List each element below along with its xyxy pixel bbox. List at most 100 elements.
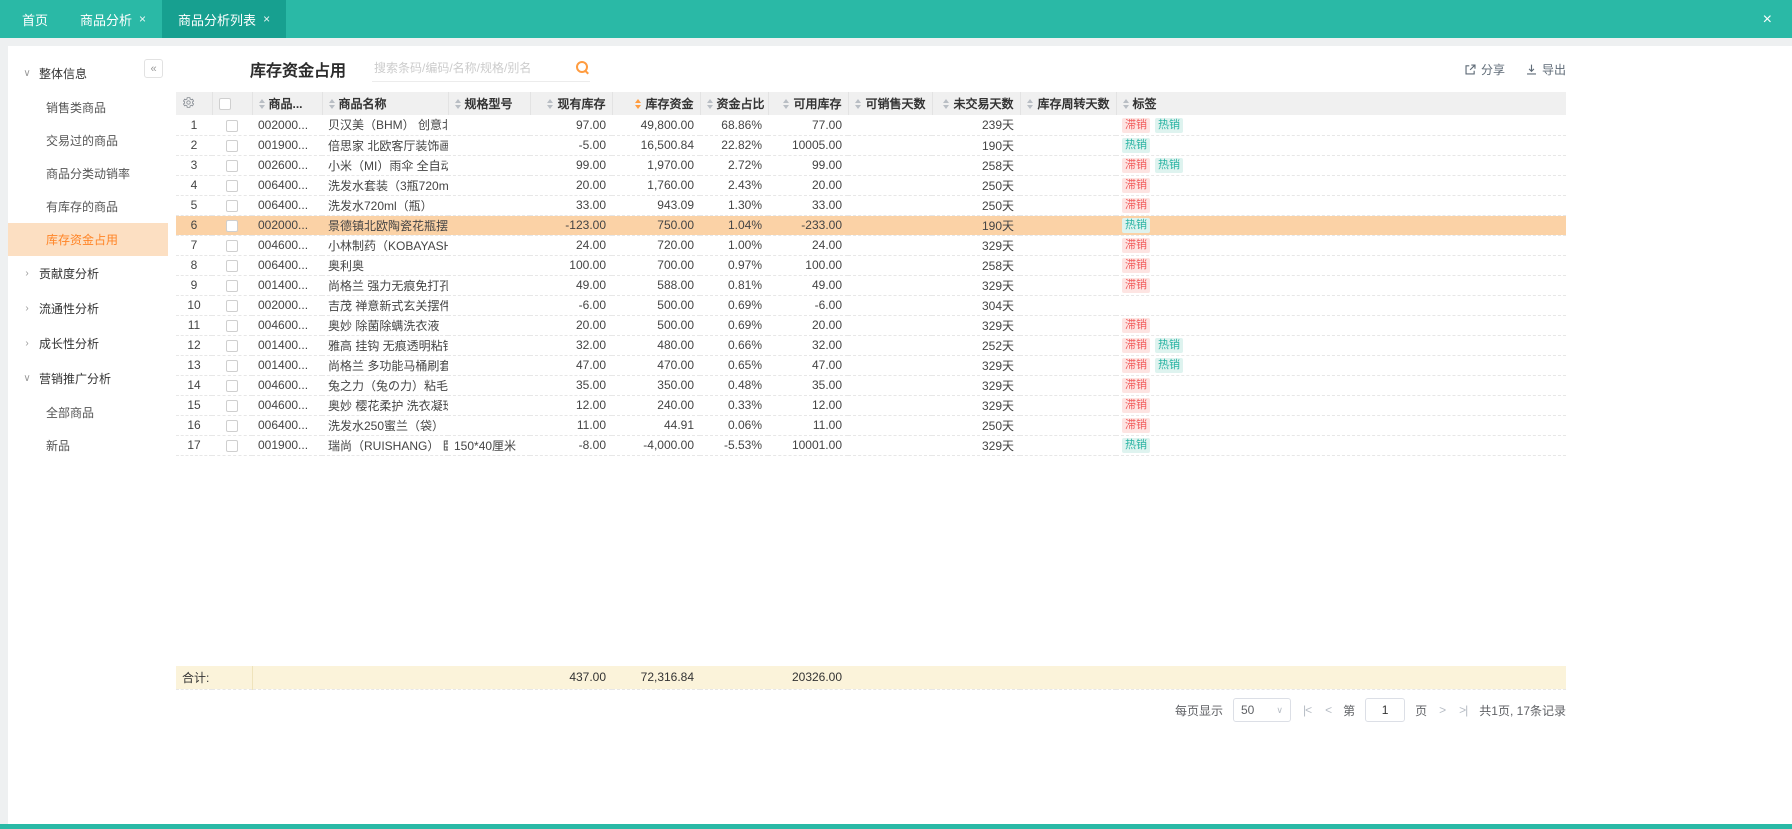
sidebar-item[interactable]: 全部商品	[46, 406, 95, 420]
table-row[interactable]: 8 006400... 奥利奥 100.00 700.00 0.97% 100.00 258天…	[176, 255, 1566, 276]
column-header[interactable]: 商品...	[252, 92, 323, 115]
table-row[interactable]: 5 006400... 洗发水720ml（瓶） 33.00 943.09 1.30% 33.…	[176, 195, 1566, 216]
sidebar-section[interactable]: ∨ 营销推广分析	[8, 361, 168, 396]
table-row[interactable]: 4006400...洗发水套装（3瓶720ml+1瓶20.001,760.002…	[176, 175, 1566, 196]
row-checkbox[interactable]	[226, 139, 238, 152]
sidebar-item[interactable]: 交易过的商品	[46, 134, 119, 148]
sort-icon[interactable]	[783, 99, 790, 109]
next-page-button[interactable]: >	[1439, 703, 1446, 717]
sidebar-section[interactable]: › 成长性分析	[8, 326, 168, 361]
row-checkbox[interactable]	[226, 219, 238, 232]
sort-icon[interactable]	[258, 99, 265, 109]
prev-page-button[interactable]: <	[1325, 703, 1332, 717]
column-header[interactable]: 可销售天数	[848, 92, 933, 115]
table-row[interactable]: 2 001900...倍思家 北欧客厅装饰画卧室 -5.0016,500.8422.…	[176, 135, 1566, 156]
sort-icon[interactable]	[706, 99, 713, 109]
column-header[interactable]: 资金占比	[700, 92, 769, 115]
row-index: 7	[176, 235, 212, 256]
column-header[interactable]: 库存周转天数	[1020, 92, 1117, 115]
row-checkbox[interactable]	[226, 399, 238, 412]
column-header[interactable]: 现有库存	[530, 92, 613, 115]
row-checkbox[interactable]	[226, 359, 238, 372]
row-index: 13	[176, 355, 212, 376]
tab-close-icon[interactable]: ×	[263, 12, 271, 26]
product-spec	[448, 335, 530, 356]
row-checkbox[interactable]	[226, 279, 238, 292]
row-checkbox[interactable]	[226, 419, 238, 432]
available-stock: 99.00	[768, 155, 848, 176]
column-header[interactable]: 库存资金	[612, 92, 701, 115]
sort-icon[interactable]	[547, 99, 554, 109]
sort-icon[interactable]	[855, 99, 862, 109]
sidebar-item[interactable]: 商品分类动销率	[46, 167, 131, 181]
sidebar-section[interactable]: ∨ 整体信息	[8, 56, 168, 91]
tab-3[interactable]: 商品分析列表 ×	[162, 0, 287, 38]
row-checkbox[interactable]	[226, 239, 238, 252]
row-checkbox[interactable]	[226, 179, 238, 192]
sidebar-item[interactable]: 新品	[46, 439, 71, 453]
column-header[interactable]: 未交易天数	[932, 92, 1021, 115]
column-header[interactable]: 规格型号	[448, 92, 531, 115]
product-code: 006400...	[252, 415, 322, 436]
row-checkbox[interactable]	[226, 439, 238, 452]
page-suffix-label: 页	[1415, 703, 1428, 718]
column-header-label: 现有库存	[557, 97, 606, 111]
export-button[interactable]: 导出	[1525, 61, 1566, 78]
last-page-button[interactable]: >|	[1459, 703, 1468, 717]
row-checkbox[interactable]	[226, 259, 238, 272]
page-input[interactable]	[1365, 698, 1406, 722]
sidebar-item[interactable]: 销售类商品	[46, 101, 107, 115]
share-button[interactable]: 分享	[1464, 61, 1505, 78]
sidebar-item[interactable]: 库存资金占用	[8, 223, 168, 256]
table-row[interactable]: 14004600...兔之力（兔の力）粘毛器粘35.00350.000.48%3…	[176, 375, 1566, 396]
select-all-checkbox[interactable]	[218, 98, 231, 111]
per-page-select[interactable]: 50 ∨	[1232, 698, 1291, 722]
sort-icon[interactable]	[454, 99, 461, 109]
tab-close-icon[interactable]: ×	[139, 12, 147, 26]
chevron-right-icon: ›	[25, 338, 29, 349]
table-row[interactable]: 11 004600... 奥妙 除菌除螨洗衣液 20.00 500.00 0.69% 20.…	[176, 315, 1566, 336]
row-checkbox[interactable]	[226, 119, 238, 132]
no-trade-days: 190天	[932, 215, 1020, 236]
row-checkbox[interactable]	[226, 199, 238, 212]
row-checkbox[interactable]	[226, 379, 238, 392]
tab-2[interactable]: 商品分析 ×	[64, 0, 162, 38]
row-checkbox[interactable]	[226, 299, 238, 312]
sidebar-section[interactable]: › 贡献度分析	[8, 256, 168, 291]
column-header[interactable]: 商品名称	[322, 92, 449, 115]
no-trade-days: 250天	[932, 195, 1020, 216]
gear-icon[interactable]	[182, 96, 195, 109]
sort-icon[interactable]	[328, 99, 335, 109]
row-checkbox[interactable]	[226, 339, 238, 352]
column-settings[interactable]	[176, 92, 213, 115]
sidebar-section[interactable]: › 流通性分析	[8, 291, 168, 326]
search-icon[interactable]	[575, 60, 590, 75]
search-input[interactable]	[372, 59, 568, 76]
table-row[interactable]: 7004600...小林制药（KOBAYASHI）日24.00720.001.0…	[176, 235, 1566, 256]
sidebar-collapse-button[interactable]: «	[144, 59, 163, 78]
table-row[interactable]: 16 006400... 洗发水250蜜兰（袋） 11.00 44.91 0.06% 11.…	[176, 415, 1566, 436]
sort-icon[interactable]	[1027, 99, 1034, 109]
table-row[interactable]: 17 001900...瑞尚（RUISHANG） 卧室装150*40厘米-8.00…	[176, 435, 1566, 456]
table-row[interactable]: 6 002000...景德镇北欧陶瓷花瓶摆件 优 -123.00750.001.04…	[176, 215, 1566, 236]
sidebar-item[interactable]: 有库存的商品	[46, 200, 119, 214]
column-header[interactable]: 标签	[1116, 92, 1566, 115]
sort-icon[interactable]	[943, 99, 950, 109]
current-stock: -5.00	[530, 135, 612, 156]
sort-icon[interactable]	[1122, 99, 1129, 109]
table-row[interactable]: 1 002000...贝汉美（BHM） 创意北欧陶瓷 97.0049,800.006…	[176, 115, 1566, 136]
sidebar-section-label: 贡献度分析	[39, 267, 100, 281]
close-all-icon[interactable]: ×	[1757, 0, 1778, 38]
column-header[interactable]: 可用库存	[768, 92, 849, 115]
sort-icon[interactable]	[635, 99, 642, 109]
row-checkbox[interactable]	[226, 159, 238, 172]
first-page-button[interactable]: |<	[1302, 703, 1312, 717]
tab-1[interactable]: 首页	[6, 0, 64, 38]
row-checkbox[interactable]	[226, 319, 238, 332]
